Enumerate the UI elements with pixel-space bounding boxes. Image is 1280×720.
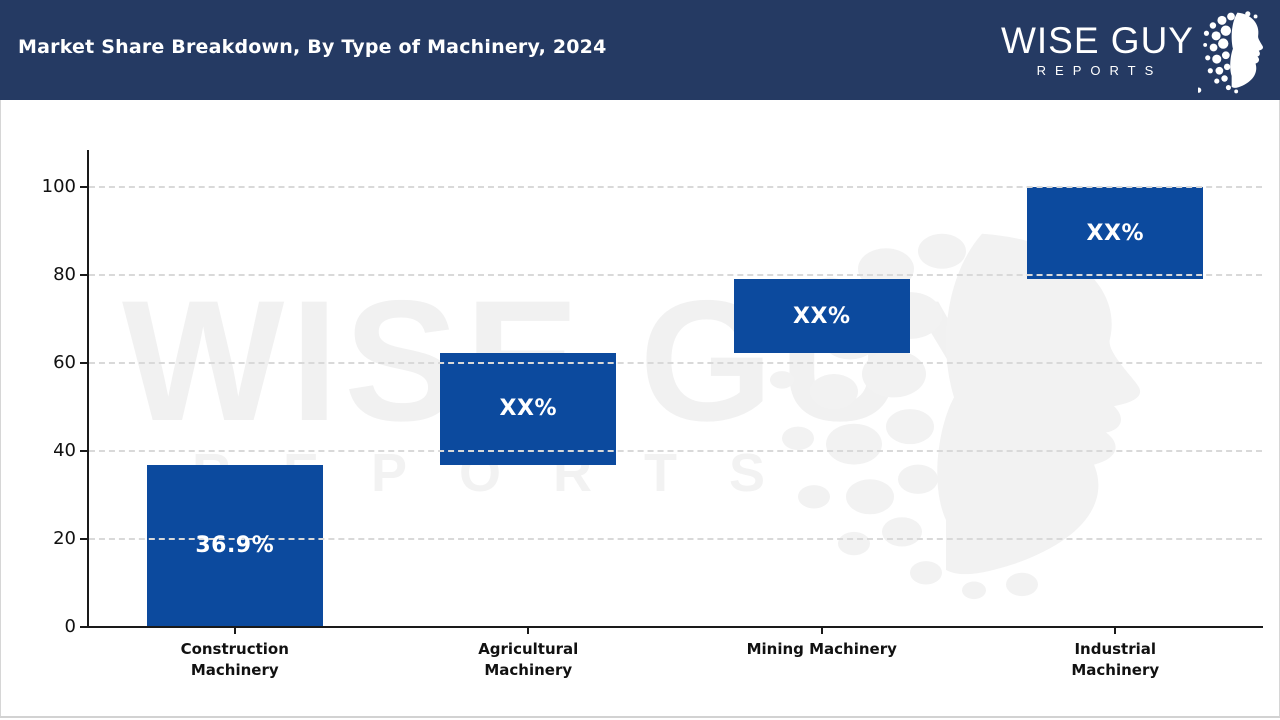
y-axis-tick-label: 20 (53, 528, 76, 549)
y-axis-tick (80, 626, 87, 628)
gridline-20 (89, 538, 1262, 540)
y-axis (87, 150, 89, 628)
y-axis-tick (80, 450, 87, 452)
bar-mining-machinery (733, 279, 910, 353)
y-axis-tick-label: 60 (53, 352, 76, 373)
gridline-60 (89, 362, 1262, 364)
chart-area: 0 20 40 60 80 100 36.9% Construction Machinery X… (0, 100, 1280, 720)
wise-guy-reports-logo: WISE GUY REPORTS (1001, 8, 1264, 94)
bar-industrial (1027, 187, 1204, 280)
x-axis-category-label: Industrial Machinery (1071, 640, 1160, 679)
y-axis-tick-label: 100 (41, 176, 76, 197)
x-axis-category-label: Construction Machinery (180, 640, 289, 679)
y-axis-tick-label: 0 (64, 616, 76, 637)
bar-value-label: XX% (793, 303, 851, 329)
gridline-100 (89, 186, 1262, 188)
logo-head-icon (1198, 11, 1264, 94)
bar-value-label: 36.9% (195, 533, 275, 559)
x-axis-category-label: Agricultural Machinery (478, 640, 579, 679)
y-axis-tick-label: 40 (53, 440, 76, 461)
x-axis (87, 626, 1263, 628)
x-axis-tick (233, 628, 236, 634)
x-axis-tick (527, 628, 530, 634)
gridline-80 (89, 274, 1262, 276)
logo-wordmark: WISE GUY (1000, 20, 1194, 61)
gridline-40 (89, 450, 1262, 452)
logo-subtitle: REPORTS (1036, 62, 1163, 78)
bar-value-label: XX% (1086, 220, 1144, 246)
bar-construction (146, 464, 323, 627)
y-axis-tick (80, 186, 87, 188)
page-border-left (0, 100, 1, 717)
bar-value-label: XX% (499, 396, 557, 422)
page-title: Market Share Breakdown, By Type of Machi… (18, 36, 607, 58)
x-axis-tick (820, 628, 823, 634)
logo-text: WISE GUY REPORTS (1000, 20, 1194, 78)
page-border-bottom (0, 716, 1280, 718)
x-axis-category-label: Mining Machinery (746, 640, 897, 658)
y-axis-tick (80, 362, 87, 364)
header-banner: Market Share Breakdown, By Type of Machi… (0, 0, 1280, 100)
x-axis-tick (1114, 628, 1117, 634)
bar-agricultural (440, 352, 617, 465)
y-axis-tick (80, 274, 87, 276)
y-axis-tick-label: 80 (53, 264, 76, 285)
y-axis-tick (80, 538, 87, 540)
